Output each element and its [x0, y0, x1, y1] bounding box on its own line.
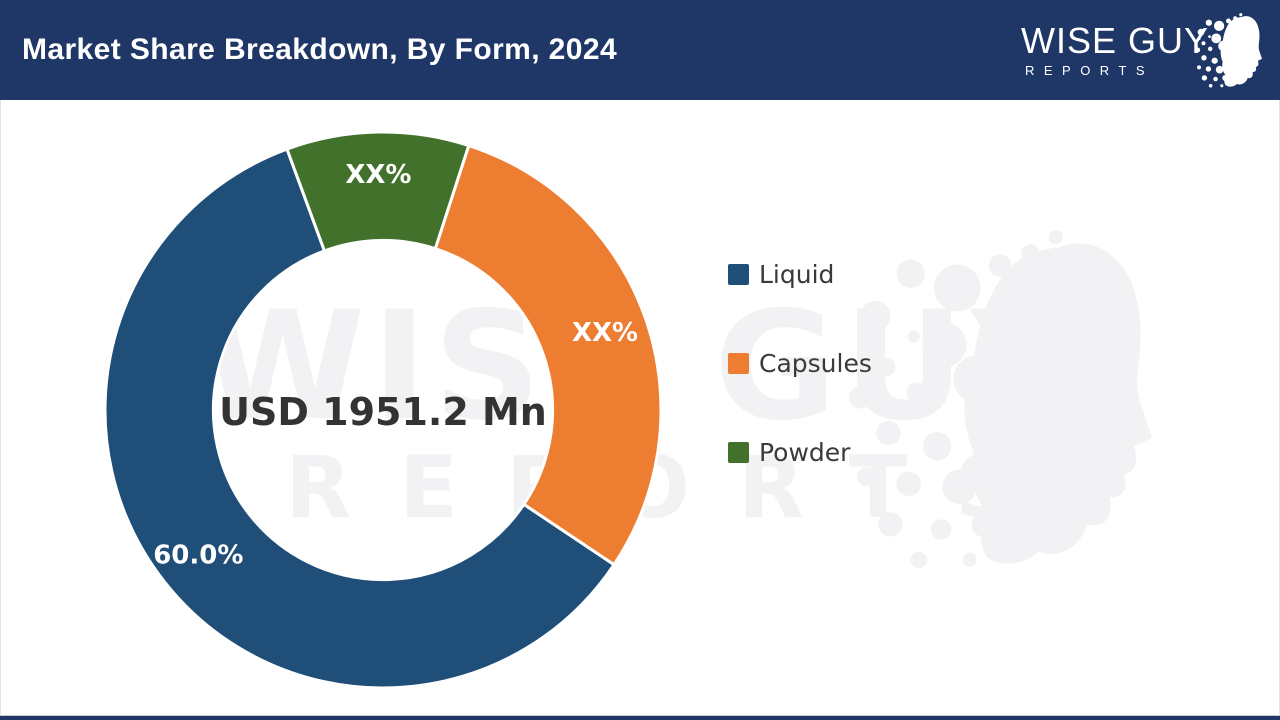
logo-wordmark: WISE GUY: [1020, 19, 1209, 61]
donut-center-value: USD 1951.2 Mn: [219, 390, 547, 434]
segment-label-liquid: 60.0%: [153, 540, 243, 570]
donut-segment-powder: [285, 130, 471, 253]
left-border: [0, 100, 1, 715]
legend-item-liquid: Liquid: [728, 258, 872, 290]
wise-guy-logo: WISE GUY REPORTS: [1021, 12, 1262, 88]
legend-swatch-capsules: [728, 352, 749, 374]
header-bar: Market Share Breakdown, By Form, 2024 WI…: [0, 0, 1280, 100]
legend-label: Capsules: [759, 348, 872, 378]
segment-label-capsules: XX%: [572, 318, 638, 348]
footer-accent-bar: [0, 716, 1280, 720]
logo-text: WISE GUY REPORTS: [1020, 19, 1209, 78]
legend-swatch-powder: [728, 441, 749, 463]
donut-segment-capsules: [433, 144, 663, 567]
chart-area: WISE GUY REPORTS 60.0% XX% XX% USD 1951.2 M…: [0, 100, 1280, 715]
legend-label: Powder: [759, 437, 851, 467]
page-title: Market Share Breakdown, By Form, 2024: [22, 33, 618, 66]
segment-label-powder: XX%: [345, 160, 411, 190]
legend-label: Liquid: [759, 259, 835, 289]
legend-swatch-liquid: [728, 263, 749, 285]
legend-item-powder: Powder: [728, 436, 872, 468]
footer-divider: [0, 715, 1280, 716]
legend-item-capsules: Capsules: [728, 347, 872, 379]
logo-face-icon: [1195, 13, 1262, 88]
donut-segment-liquid: [103, 147, 616, 690]
donut-chart: 60.0% XX% XX% USD 1951.2 Mn: [103, 130, 663, 690]
logo-subtitle: REPORTS: [1024, 62, 1155, 78]
chart-legend: Liquid Capsules Powder: [728, 258, 872, 525]
